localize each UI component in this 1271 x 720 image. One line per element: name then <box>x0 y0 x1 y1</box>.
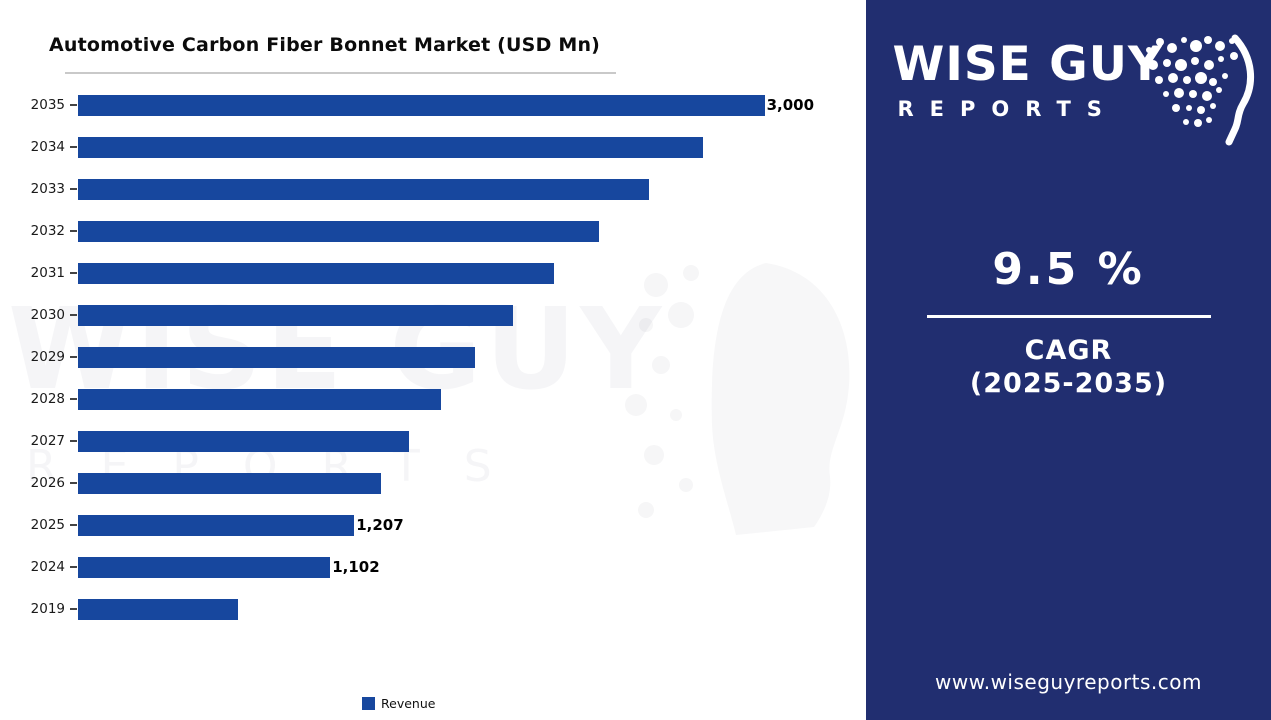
bar-row: 2019 <box>12 588 846 630</box>
chart-title: Automotive Carbon Fiber Bonnet Market (U… <box>49 34 601 56</box>
category-label: 2024 <box>30 559 65 575</box>
axis-tick-icon <box>70 398 77 400</box>
chart-panel: WISE GUY REPORTS Automotive Carbon Fiber… <box>0 34 866 711</box>
bar-row: 2024 1,102 <box>12 546 846 588</box>
bar-track <box>78 178 846 200</box>
legend-label: Revenue <box>381 696 436 711</box>
category-label: 2033 <box>30 181 65 197</box>
revenue-bar <box>78 304 513 326</box>
axis-tick-icon <box>70 146 77 148</box>
category-label: 2031 <box>30 265 65 281</box>
axis-tick-icon <box>70 608 77 610</box>
revenue-bar <box>78 388 441 410</box>
category-label: 2030 <box>30 307 65 323</box>
category-label: 2035 <box>30 97 65 113</box>
axis-tick-icon <box>70 356 77 358</box>
revenue-bar <box>78 178 650 200</box>
category-label: 2034 <box>30 139 65 155</box>
category-label: 2026 <box>30 475 65 491</box>
logo-text-reports: REPORTS <box>897 97 1118 122</box>
category-label: 2028 <box>30 391 65 407</box>
bar-track <box>78 472 846 494</box>
legend-swatch <box>362 697 375 710</box>
bar-row: 2033 <box>12 168 846 210</box>
category-label: 2025 <box>30 517 65 533</box>
category-label: 2032 <box>30 223 65 239</box>
revenue-bar <box>78 430 410 452</box>
category-label: 2019 <box>30 601 65 617</box>
chart-divider <box>65 72 616 74</box>
revenue-bar <box>78 262 555 284</box>
cagr-value: 9.5 % <box>992 244 1145 295</box>
bar-track <box>78 304 846 326</box>
revenue-bar <box>78 556 331 578</box>
bar-chart: 2035 3,000 2034 2033 2032 2031 2030 2029 2028 202… <box>0 84 866 630</box>
bar-track: 3,000 <box>78 94 846 116</box>
cagr-block: 9.5 % CAGR (2025-2035) <box>926 244 1211 399</box>
bar-track <box>78 136 846 158</box>
bar-row: 2032 <box>12 210 846 252</box>
website-url: www.wiseguyreports.com <box>934 670 1202 694</box>
bar-row: 2027 <box>12 420 846 462</box>
cagr-period: (2025-2035) <box>969 368 1168 399</box>
axis-tick-icon <box>70 440 77 442</box>
bar-track <box>78 262 846 284</box>
bar-track: 1,207 <box>78 514 846 536</box>
axis-tick-icon <box>70 104 77 106</box>
axis-tick-icon <box>70 314 77 316</box>
value-label: 1,102 <box>332 558 380 576</box>
bar-track <box>78 346 846 368</box>
axis-tick-icon <box>70 230 77 232</box>
bar-row: 2034 <box>12 126 846 168</box>
info-panel: WISE GUY REPORTS <box>866 0 1271 720</box>
value-label: 1,207 <box>356 516 404 534</box>
axis-tick-icon <box>70 524 77 526</box>
axis-tick-icon <box>70 188 77 190</box>
bar-row: 2031 <box>12 252 846 294</box>
cagr-rule <box>926 315 1211 318</box>
bar-row: 2026 <box>12 462 846 504</box>
bar-track <box>78 220 846 242</box>
logo-head-icon <box>1145 34 1254 146</box>
bar-row: 2029 <box>12 336 846 378</box>
revenue-bar <box>78 220 600 242</box>
cagr-label: CAGR <box>1024 335 1113 366</box>
bar-row: 2035 3,000 <box>12 84 846 126</box>
bar-track <box>78 430 846 452</box>
bar-row: 2030 <box>12 294 846 336</box>
bar-track <box>78 598 846 620</box>
bar-track: 1,102 <box>78 556 846 578</box>
revenue-bar <box>78 598 239 620</box>
axis-tick-icon <box>70 272 77 274</box>
wiseguy-logo: WISE GUY REPORTS <box>892 34 1254 152</box>
chart-legend: Revenue <box>362 696 435 711</box>
revenue-bar <box>78 472 381 494</box>
bar-row: 2028 <box>12 378 846 420</box>
revenue-bar <box>78 136 704 158</box>
axis-tick-icon <box>70 566 77 568</box>
category-label: 2027 <box>30 433 65 449</box>
category-label: 2029 <box>30 349 65 365</box>
bar-track <box>78 388 846 410</box>
bar-row: 2025 1,207 <box>12 504 846 546</box>
logo-text-wiseguy: WISE GUY <box>892 37 1163 92</box>
axis-tick-icon <box>70 482 77 484</box>
value-label: 3,000 <box>766 96 815 114</box>
revenue-bar <box>78 514 355 536</box>
revenue-bar <box>78 94 765 116</box>
revenue-bar <box>78 346 476 368</box>
